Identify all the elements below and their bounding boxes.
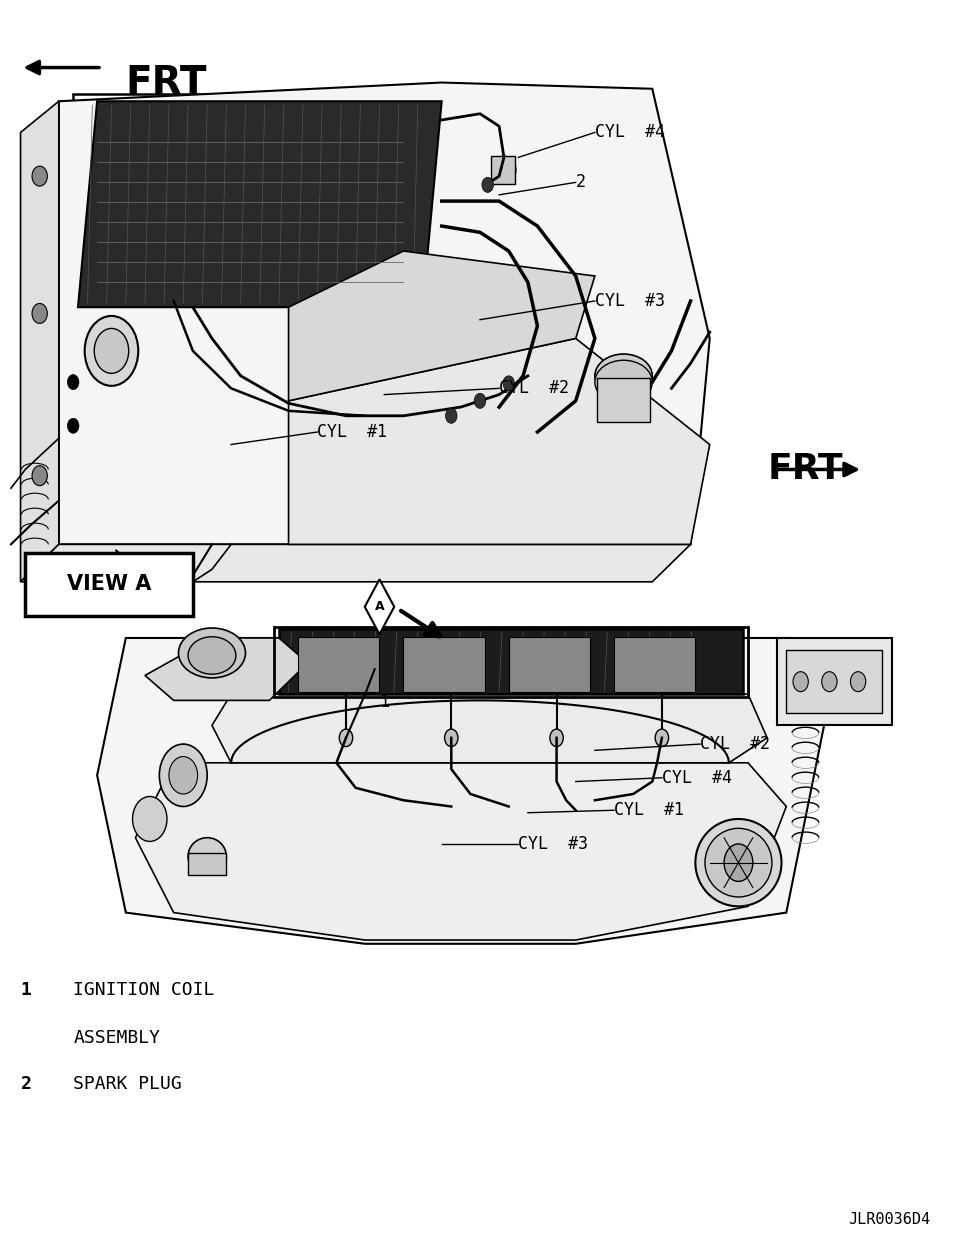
Ellipse shape [595,354,652,398]
Circle shape [132,797,167,842]
Text: ASSEMBLY: ASSEMBLY [73,1028,160,1047]
Text: JLR0036D4: JLR0036D4 [848,1212,930,1227]
Circle shape [503,375,515,390]
Polygon shape [289,339,709,544]
Polygon shape [212,694,767,763]
Text: CYL  #1: CYL #1 [317,423,387,442]
Circle shape [32,304,47,324]
Bar [299,637,379,692]
Bar [786,651,882,713]
Polygon shape [365,579,395,634]
Circle shape [159,744,207,807]
Circle shape [32,166,47,186]
Ellipse shape [179,628,246,678]
Ellipse shape [595,360,652,404]
Ellipse shape [492,156,516,184]
Circle shape [94,329,129,373]
Circle shape [32,465,47,485]
Circle shape [445,408,457,423]
Ellipse shape [705,828,772,897]
Bar [1,600,959,613]
Text: 1: 1 [20,981,32,1000]
Bar [1,600,959,975]
Circle shape [793,672,808,692]
Ellipse shape [188,838,227,876]
Circle shape [169,757,198,794]
Bar [73,94,451,317]
Circle shape [67,418,79,433]
Circle shape [84,317,138,385]
Text: IGNITION COIL: IGNITION COIL [73,981,214,1000]
Circle shape [724,844,753,882]
Circle shape [444,729,458,747]
Bar [87,114,413,301]
Text: FRT: FRT [126,64,207,101]
Circle shape [851,672,866,692]
Bar [492,156,516,184]
Bar [777,638,892,726]
Circle shape [655,729,668,747]
Ellipse shape [695,819,781,907]
Text: A: A [374,600,384,613]
Polygon shape [20,544,690,582]
Circle shape [550,729,564,747]
Bar [597,378,650,422]
Polygon shape [59,83,709,544]
Text: FRT: FRT [767,453,843,487]
Circle shape [482,178,493,193]
Polygon shape [20,101,59,582]
Ellipse shape [188,637,236,674]
Text: 2: 2 [20,1075,32,1093]
Bar [25,553,193,615]
Bar [188,853,227,876]
Bar [279,629,743,694]
Polygon shape [145,638,308,701]
Bar [1,1,959,600]
Text: CYL  #2: CYL #2 [700,736,770,753]
Circle shape [67,374,79,389]
Polygon shape [135,763,786,940]
Circle shape [339,729,352,747]
Text: CYL  #4: CYL #4 [595,124,665,141]
Text: CYL  #1: CYL #1 [614,801,684,819]
Polygon shape [289,251,595,400]
Bar [509,637,590,692]
Polygon shape [97,638,834,943]
Bar [275,627,748,697]
Polygon shape [78,101,442,308]
Text: VIEW A: VIEW A [67,574,152,594]
Bar [403,637,485,692]
Text: CYL  #3: CYL #3 [595,291,665,310]
Text: CYL  #4: CYL #4 [661,769,732,787]
Text: CYL  #3: CYL #3 [518,834,588,853]
Text: SPARK PLUG: SPARK PLUG [73,1075,182,1093]
Text: CYL  #2: CYL #2 [499,379,569,398]
Text: 2: 2 [576,174,586,191]
Circle shape [822,672,837,692]
Circle shape [474,393,486,408]
Bar [614,637,695,692]
Text: 1: 1 [379,693,390,711]
